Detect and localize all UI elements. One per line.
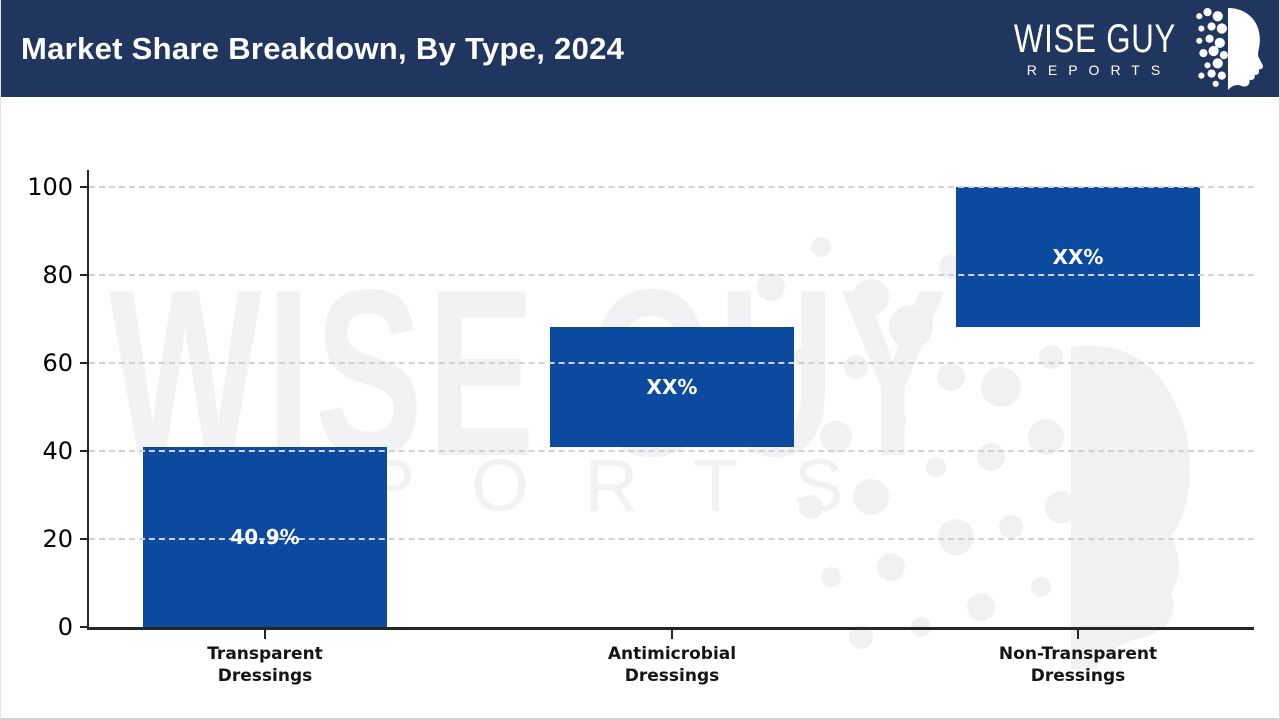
x-tick-antimicrobial-dressings xyxy=(671,630,673,639)
x-tick-non-transparent-dressings xyxy=(1077,630,1079,639)
x-label-non-transparent-dressings: Non-Transparent Dressings xyxy=(998,644,1158,687)
y-tick-label-100: 100 xyxy=(27,173,73,201)
plot-area: 0 20 40 60 80 100 40.9% Transparent Dressings XX… xyxy=(1,97,1279,718)
bar-non-transparent-dressings xyxy=(956,187,1200,327)
logo-wordmark: WISE GUY xyxy=(1013,17,1177,61)
y-tick-label-80: 80 xyxy=(42,261,73,289)
gridline-100 xyxy=(89,186,1254,188)
y-tick-60 xyxy=(80,362,89,364)
gridline-40 xyxy=(89,450,1254,452)
bar-label-antimicrobial-dressings: XX% xyxy=(646,374,698,399)
gridline-60 xyxy=(89,362,1254,364)
page-title: Market Share Breakdown, By Type, 2024 xyxy=(21,30,625,66)
wise-guy-logo: WISE GUY REPORTS xyxy=(991,6,1265,92)
y-tick-0 xyxy=(80,626,89,628)
logo-face-icon xyxy=(1196,7,1263,90)
logo-text: WISE GUY REPORTS xyxy=(991,19,1199,78)
bar-label-transparent-dressings: 40.9% xyxy=(230,525,300,549)
gridline-80 xyxy=(89,274,1254,276)
y-tick-label-0: 0 xyxy=(57,613,73,641)
y-tick-label-60: 60 xyxy=(42,349,73,377)
bar-antimicrobial-dressings xyxy=(550,326,794,448)
y-axis xyxy=(87,170,89,629)
x-label-transparent-dressings: Transparent Dressings xyxy=(207,644,323,687)
y-tick-40 xyxy=(80,450,89,452)
y-tick-label-20: 20 xyxy=(42,525,73,553)
x-tick-transparent-dressings xyxy=(264,630,266,639)
y-tick-80 xyxy=(80,274,89,276)
logo-subtext: REPORTS xyxy=(1026,62,1172,78)
y-tick-100 xyxy=(80,186,89,188)
gridline-20 xyxy=(89,538,1254,540)
bar-transparent-dressings xyxy=(143,447,387,627)
bar-label-non-transparent-dressings: XX% xyxy=(1052,244,1104,269)
y-tick-20 xyxy=(80,538,89,540)
chart-area: WISE GUY REPORTS 0 20 40 60 80 100 40.9% Transp… xyxy=(1,97,1279,718)
x-label-antimicrobial-dressings: Antimicrobial Dressings xyxy=(607,644,737,687)
header: Market Share Breakdown, By Type, 2024 WI… xyxy=(1,0,1279,97)
x-axis xyxy=(87,627,1254,630)
y-tick-label-40: 40 xyxy=(42,437,73,465)
